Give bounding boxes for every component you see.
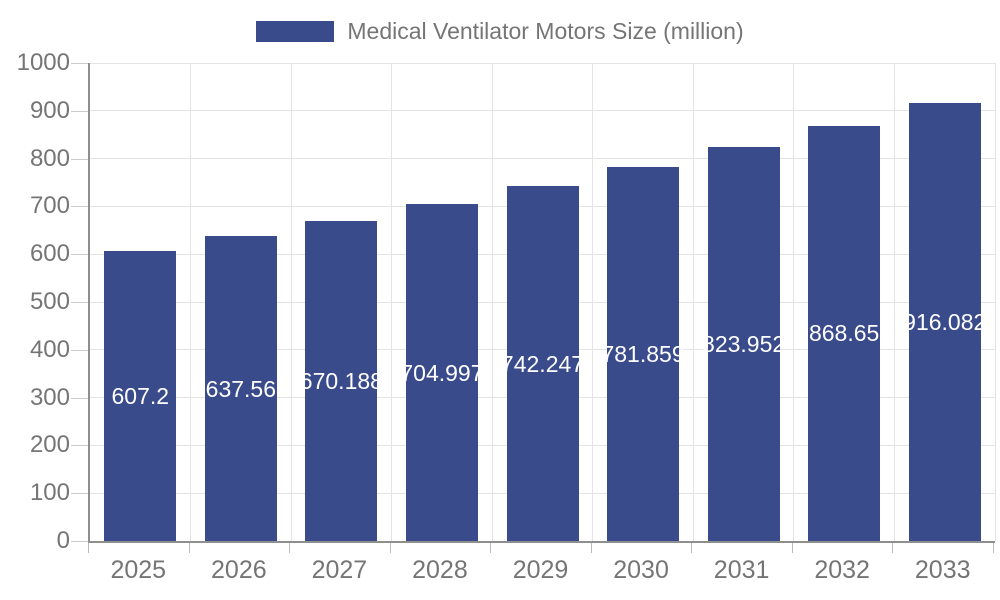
- x-axis-tick: [188, 543, 190, 553]
- gridline-h: [90, 158, 995, 160]
- gridline-h: [90, 62, 995, 64]
- bar-value-label: 742.247: [500, 350, 585, 377]
- x-tick-label: 2033: [914, 556, 971, 584]
- y-tick-label: 700: [29, 192, 70, 220]
- y-tick-label: 100: [29, 479, 70, 507]
- y-axis-tick: [71, 349, 88, 351]
- x-tick-label: 2027: [311, 556, 368, 584]
- bar-value-label: 868.65: [808, 320, 880, 347]
- bar[interactable]: [104, 250, 177, 541]
- x-tick-label: 2025: [110, 556, 167, 584]
- x-axis-tick: [490, 543, 492, 553]
- x-axis-tick: [389, 543, 391, 553]
- gridline-v: [391, 63, 393, 541]
- y-tick-label: 800: [29, 144, 70, 172]
- gridline-v: [592, 63, 594, 541]
- bar-value-label: 916.082: [903, 309, 987, 336]
- legend[interactable]: Medical Ventilator Motors Size (million): [0, 18, 1000, 45]
- plot-area: 607.2 637.56 670.188 704.997 742.247 781.859 8…: [88, 62, 996, 543]
- y-tick-label: 500: [29, 288, 70, 315]
- x-axis-tick: [590, 543, 592, 553]
- y-tick-label: 0: [56, 527, 70, 554]
- bar[interactable]: [305, 220, 378, 541]
- x-tick-label: 2031: [713, 556, 770, 584]
- y-axis-tick: [71, 302, 88, 303]
- y-axis-tick: [71, 397, 88, 399]
- bar-value-label: 607.2: [111, 382, 170, 409]
- gridline-v: [290, 63, 292, 541]
- x-axis-tick: [791, 543, 793, 553]
- gridline-v: [190, 63, 192, 541]
- bar[interactable]: [204, 236, 277, 541]
- bar[interactable]: [607, 167, 680, 541]
- y-axis-tick: [71, 445, 88, 447]
- x-axis-tick: [88, 543, 89, 553]
- y-tick-label: 300: [29, 383, 70, 411]
- x-axis-tick: [691, 543, 693, 553]
- y-axis-tick: [71, 254, 88, 256]
- gridline-h: [90, 110, 995, 112]
- y-tick-label: 200: [29, 431, 70, 459]
- bar[interactable]: [405, 204, 478, 541]
- x-tick-label: 2028: [412, 556, 468, 584]
- y-tick-label: 600: [29, 240, 70, 268]
- gridline-v: [893, 63, 895, 541]
- x-tick-label: 2026: [211, 556, 267, 584]
- bar[interactable]: [506, 186, 579, 541]
- x-axis-tick: [289, 543, 291, 553]
- y-tick-label: 400: [29, 335, 70, 363]
- y-axis-tick: [71, 63, 88, 64]
- legend-label[interactable]: Medical Ventilator Motors Size (million): [347, 18, 744, 44]
- x-axis-tick: [892, 543, 894, 553]
- y-tick-label: 1000: [16, 49, 70, 76]
- x-tick-label: 2029: [512, 556, 569, 584]
- bar-value-label: 670.188: [299, 367, 383, 394]
- bar[interactable]: [808, 125, 881, 541]
- bar-value-label: 781.859: [601, 341, 685, 368]
- gridline-v: [692, 63, 694, 541]
- y-axis-tick: [71, 206, 88, 208]
- legend-swatch[interactable]: [256, 21, 335, 42]
- x-tick-label: 2032: [814, 556, 870, 584]
- bar-value-label: 704.997: [400, 359, 484, 386]
- gridline-v: [793, 63, 795, 541]
- y-axis-tick: [71, 158, 88, 160]
- y-tick-label: 900: [29, 96, 70, 124]
- gridline-v: [994, 63, 996, 541]
- bar-value-label: 823.952: [702, 331, 786, 358]
- gridline-v: [491, 63, 493, 541]
- bar[interactable]: [908, 103, 981, 541]
- x-tick-label: 2030: [613, 556, 669, 584]
- x-axis-tick: [993, 543, 994, 553]
- y-axis-tick: [71, 541, 88, 542]
- bar-value-label: 637.56: [205, 375, 277, 402]
- y-axis-tick: [71, 493, 88, 495]
- y-axis-tick: [71, 110, 88, 112]
- bar[interactable]: [707, 147, 780, 541]
